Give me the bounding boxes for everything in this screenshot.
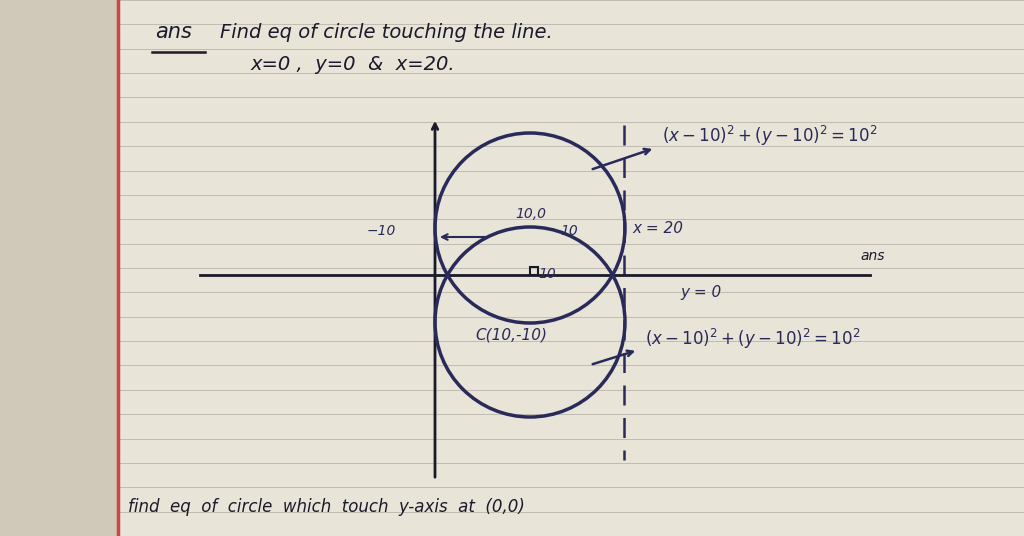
Text: −10: −10 [367,224,396,238]
Text: Find eq of circle touching the line.: Find eq of circle touching the line. [220,23,553,42]
Text: find  eq  of  circle  which  touch  y-axis  at  (0,0): find eq of circle which touch y-axis at … [128,498,525,516]
Text: y = 0: y = 0 [680,285,721,300]
Bar [530,267,538,275]
Text: 10,0: 10,0 [515,207,546,221]
Text: ans: ans [860,249,885,263]
Text: $(x-10)^2+(y-10)^2=10^2$: $(x-10)^2+(y-10)^2=10^2$ [662,124,878,148]
Text: $(x-10)^2+(y-10)^2=10^2$: $(x-10)^2+(y-10)^2=10^2$ [645,327,860,351]
Text: x = 20: x = 20 [632,221,683,236]
Text: C(10,-10): C(10,-10) [475,328,547,343]
Text: ans: ans [155,22,191,42]
Text: 10: 10 [560,224,578,238]
Text: x=0 ,  y=0  &  x=20.: x=0 , y=0 & x=20. [250,55,455,74]
Text: 10: 10 [538,267,556,281]
